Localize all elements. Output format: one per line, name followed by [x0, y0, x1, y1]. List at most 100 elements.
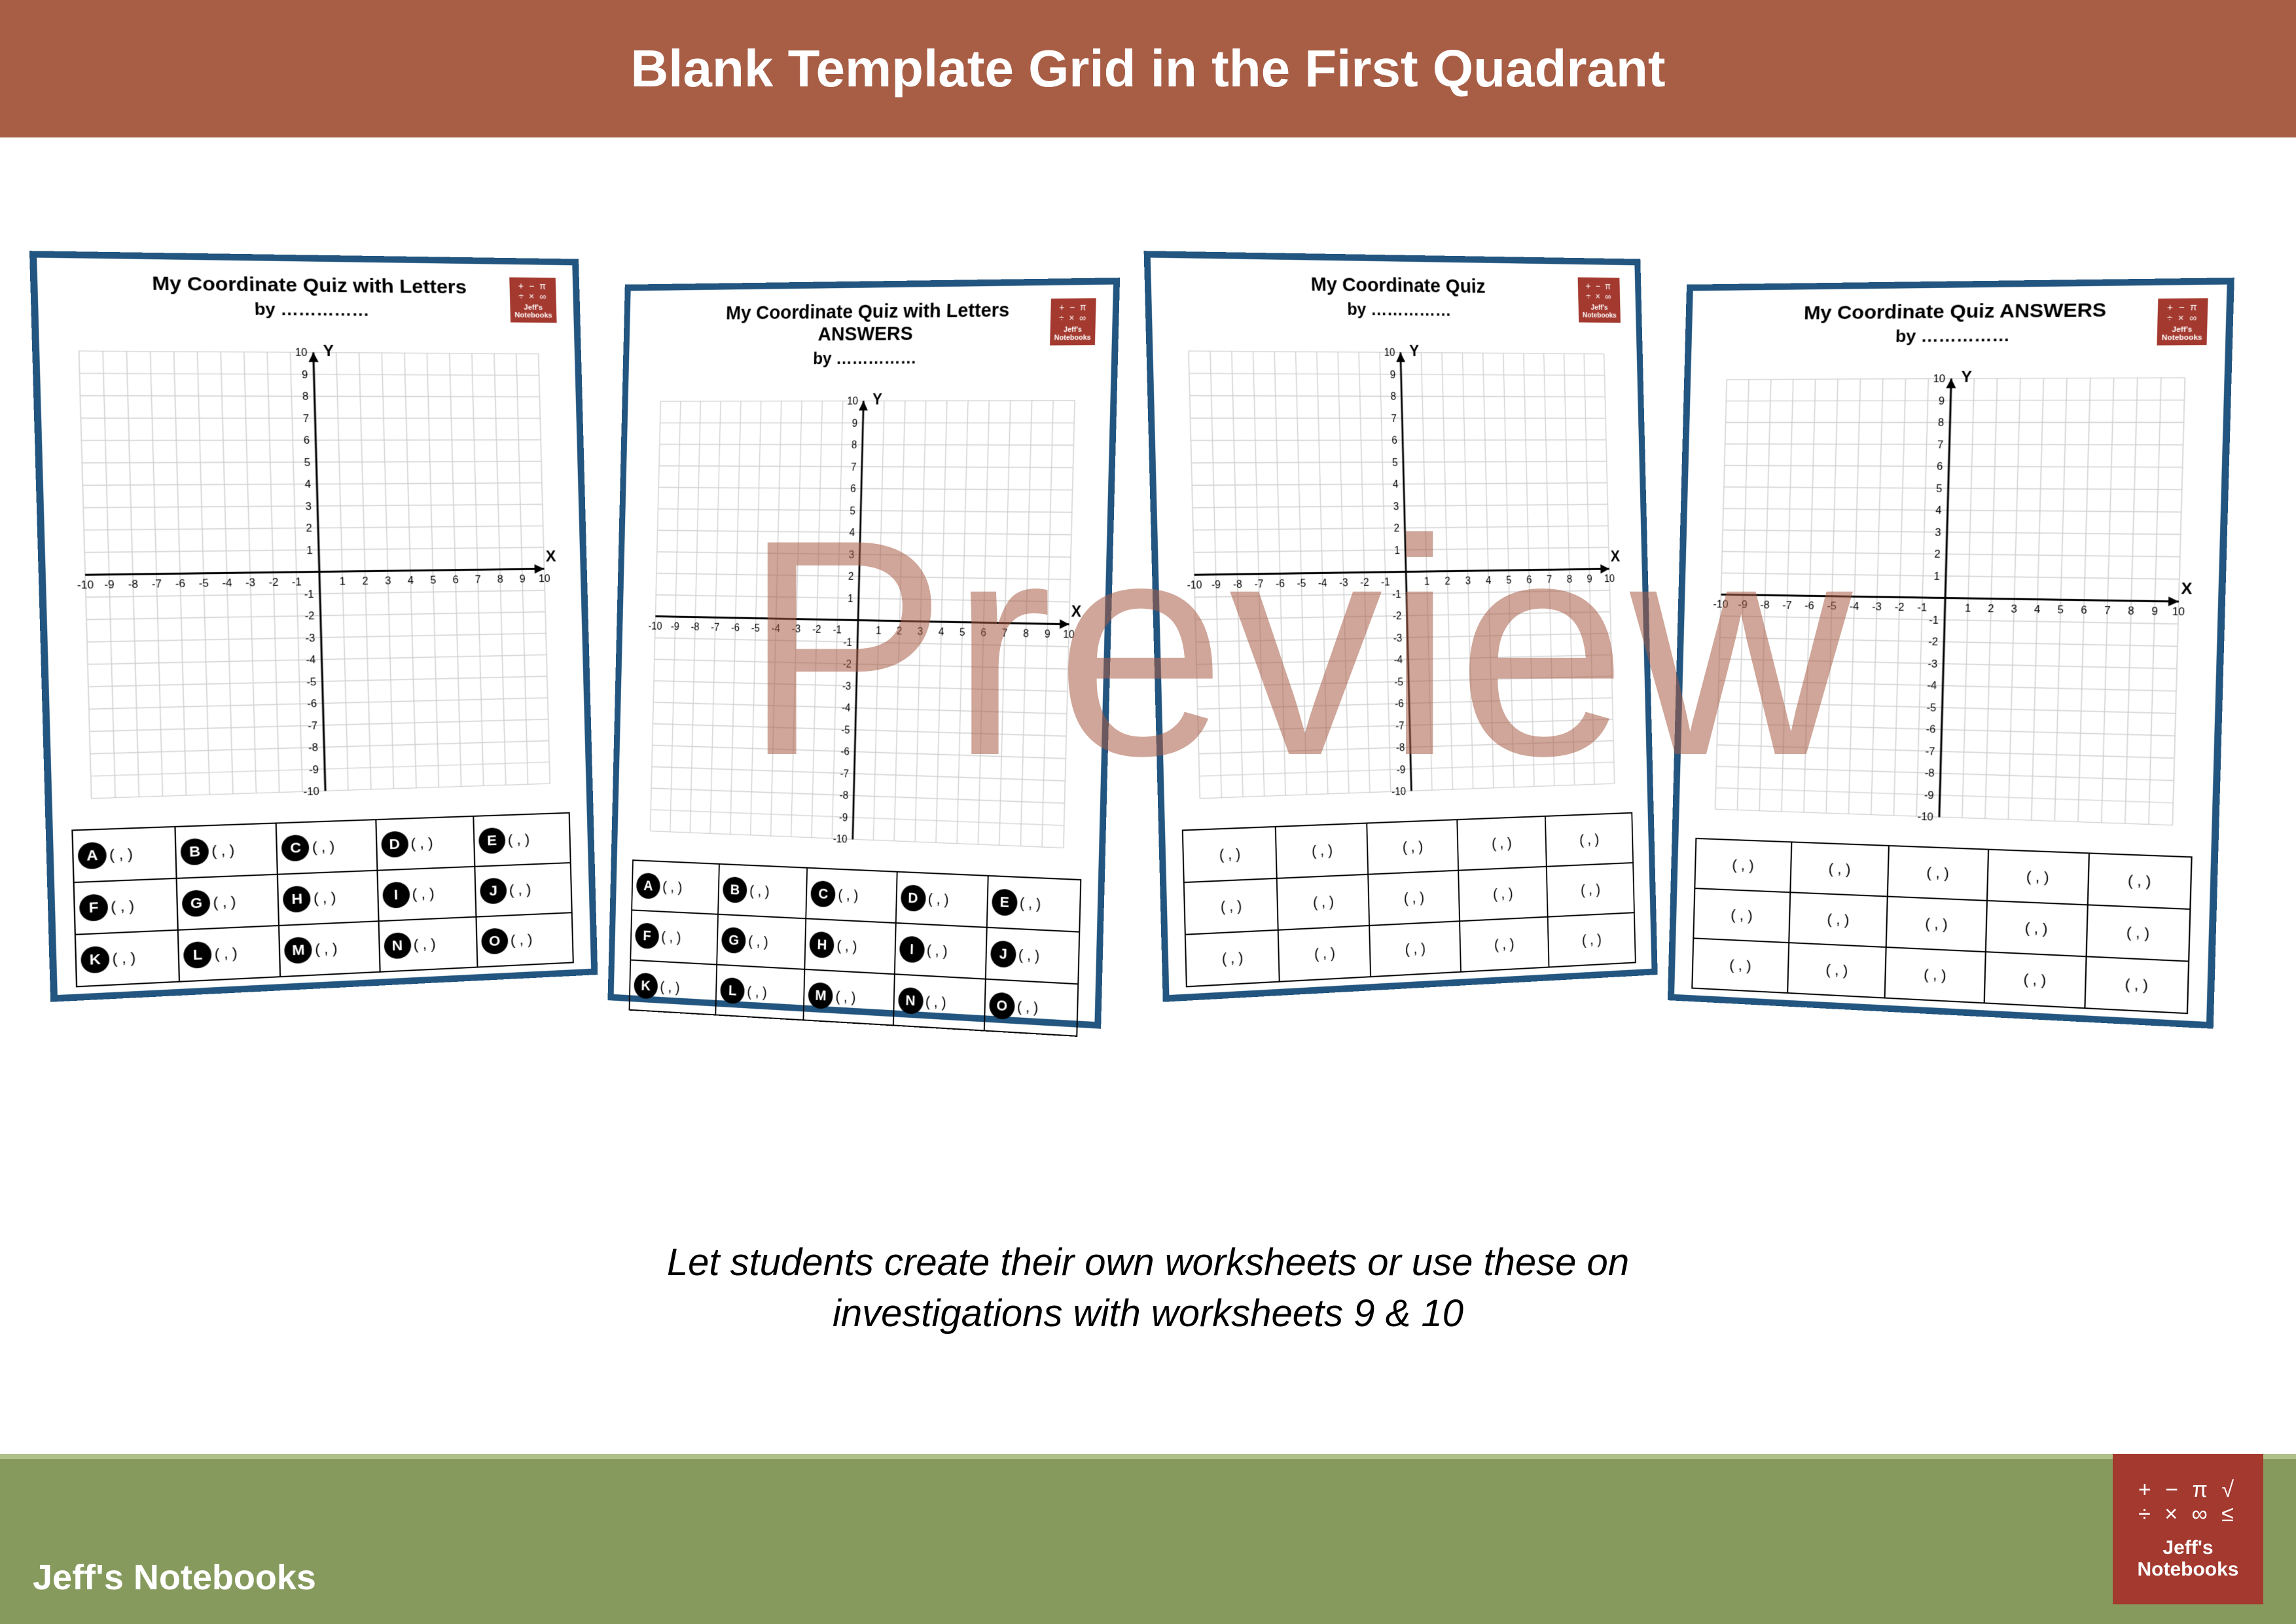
coord-placeholder: ( , ): [661, 928, 681, 945]
svg-text:-9: -9: [839, 812, 848, 824]
coord-placeholder: ( , ): [928, 890, 949, 908]
svg-text:6: 6: [980, 627, 986, 639]
answer-cell: O( , ): [476, 912, 573, 967]
svg-text:-5: -5: [1297, 578, 1306, 590]
worksheet-card: My Coordinate Quiz by …………… + − π÷ × ∞Je…: [1144, 251, 1658, 1002]
coordinate-grid: -10-9-8-7-6-5-4-3-2-112345678910-10-9-8-…: [1169, 330, 1632, 821]
svg-text:-3: -3: [792, 624, 801, 635]
svg-text:5: 5: [304, 458, 311, 469]
svg-text:-9: -9: [1211, 579, 1221, 591]
coord-placeholder: ( , ): [412, 885, 435, 902]
answer-cell: H( , ): [278, 871, 378, 926]
coord-placeholder: ( , ): [511, 931, 533, 948]
svg-text:10: 10: [2172, 606, 2185, 618]
coord-placeholder: ( , ): [1314, 945, 1335, 962]
svg-text:9: 9: [1045, 628, 1050, 640]
coord-placeholder: ( , ): [1492, 835, 1512, 852]
svg-text:1: 1: [876, 625, 882, 636]
coord-placeholder: ( , ): [2125, 975, 2148, 993]
answer-cell: E( , ): [473, 813, 571, 867]
svg-text:-7: -7: [1395, 721, 1405, 732]
svg-text:-5: -5: [751, 623, 761, 634]
svg-text:-5: -5: [1827, 601, 1837, 612]
svg-text:-1: -1: [833, 624, 842, 636]
svg-text:4: 4: [1486, 575, 1492, 586]
svg-text:-4: -4: [842, 702, 851, 714]
coord-placeholder: ( , ): [1579, 831, 1600, 848]
svg-text:-2: -2: [1360, 577, 1369, 589]
answer-cell: E( , ): [987, 876, 1081, 932]
svg-text:2: 2: [1988, 604, 1994, 615]
svg-text:-8: -8: [308, 742, 319, 754]
svg-text:6: 6: [1937, 461, 1943, 473]
card-header: My Coordinate Quiz ANSWERS by …………… + − …: [1708, 298, 2208, 348]
svg-text:9: 9: [302, 369, 308, 380]
answer-cell: L( , ): [178, 926, 281, 982]
svg-text:-5: -5: [198, 578, 209, 590]
coord-placeholder: ( , ): [1828, 860, 1850, 877]
coord-placeholder: ( , ): [1825, 962, 1848, 979]
svg-text:5: 5: [1506, 575, 1512, 586]
svg-text:8: 8: [2128, 605, 2134, 617]
svg-text:-7: -7: [1782, 600, 1792, 611]
svg-text:-10: -10: [648, 621, 662, 632]
answer-cell: ( , ): [1185, 930, 1280, 987]
answer-cell: ( , ): [1277, 875, 1370, 930]
coord-placeholder: ( , ): [2024, 920, 2048, 937]
svg-text:-10: -10: [1391, 786, 1407, 798]
card-byline: by ……………: [1708, 323, 2207, 348]
coord-placeholder: ( , ): [1827, 911, 1849, 928]
svg-text:2: 2: [848, 571, 854, 583]
svg-text:7: 7: [303, 414, 310, 425]
coordinate-grid: -10-9-8-7-6-5-4-3-2-112345678910-10-9-8-…: [632, 379, 1094, 869]
coord-placeholder: ( , ): [1222, 949, 1244, 967]
svg-text:-4: -4: [306, 655, 316, 666]
svg-text:8: 8: [1567, 574, 1573, 585]
coord-placeholder: ( , ): [214, 945, 238, 962]
letter-badge: D: [381, 831, 408, 857]
coord-placeholder: ( , ): [2128, 872, 2151, 890]
svg-text:-3: -3: [305, 633, 315, 645]
answer-cell: B( , ): [718, 864, 807, 918]
coord-placeholder: ( , ): [314, 889, 336, 906]
logo-text: Jeff'sNotebooks: [2137, 1537, 2238, 1580]
svg-text:2: 2: [1934, 549, 1941, 560]
svg-text:8: 8: [852, 440, 857, 451]
coord-placeholder: ( , ): [2023, 971, 2047, 988]
logo-symbols: + − π √÷ × ∞ ≤: [2138, 1478, 2238, 1527]
svg-text:-8: -8: [1233, 579, 1243, 590]
answer-cell: G( , ): [177, 875, 279, 930]
footer-logo: + − π √÷ × ∞ ≤ Jeff'sNotebooks: [2113, 1454, 2263, 1604]
coord-placeholder: ( , ): [1219, 845, 1241, 863]
answer-cell: ( , ): [1790, 842, 1889, 896]
svg-text:-9: -9: [1397, 765, 1406, 776]
coord-placeholder: ( , ): [1926, 864, 1949, 881]
page-title: Blank Template Grid in the First Quadran…: [631, 39, 1666, 99]
answer-cell: K( , ): [629, 960, 717, 1015]
letter-badge: G: [721, 927, 746, 954]
answer-cell: ( , ): [1692, 938, 1789, 993]
card-title: My Coordinate Quiz ANSWERS: [1709, 298, 2208, 325]
svg-text:-8: -8: [128, 579, 138, 590]
coordinate-grid: -10-9-8-7-6-5-4-3-2-112345678910-10-9-8-…: [1696, 357, 2206, 848]
svg-text:1: 1: [1394, 545, 1400, 556]
svg-text:2: 2: [362, 576, 368, 587]
worksheet-card: My Coordinate Quiz ANSWERS by …………… + − …: [1668, 278, 2234, 1029]
answer-cell: ( , ): [1888, 846, 1988, 901]
answer-cell: F( , ): [74, 878, 178, 935]
answer-cell: A( , ): [632, 860, 719, 914]
svg-text:-9: -9: [1924, 790, 1935, 802]
svg-text:-2: -2: [812, 624, 821, 635]
svg-text:9: 9: [1939, 396, 1945, 407]
coordinate-grid: -10-9-8-7-6-5-4-3-2-112345678910-10-9-8-…: [58, 330, 569, 821]
coord-placeholder: ( , ): [2026, 868, 2049, 886]
svg-text:-8: -8: [1925, 768, 1935, 780]
letter-badge: B: [181, 838, 209, 865]
svg-text:5: 5: [1392, 458, 1398, 469]
svg-text:9: 9: [1587, 573, 1592, 585]
coord-placeholder: ( , ): [213, 893, 236, 911]
svg-text:-6: -6: [1395, 698, 1404, 710]
svg-text:6: 6: [1526, 575, 1532, 586]
answer-cell: M( , ): [804, 969, 895, 1026]
svg-text:3: 3: [1393, 501, 1399, 513]
